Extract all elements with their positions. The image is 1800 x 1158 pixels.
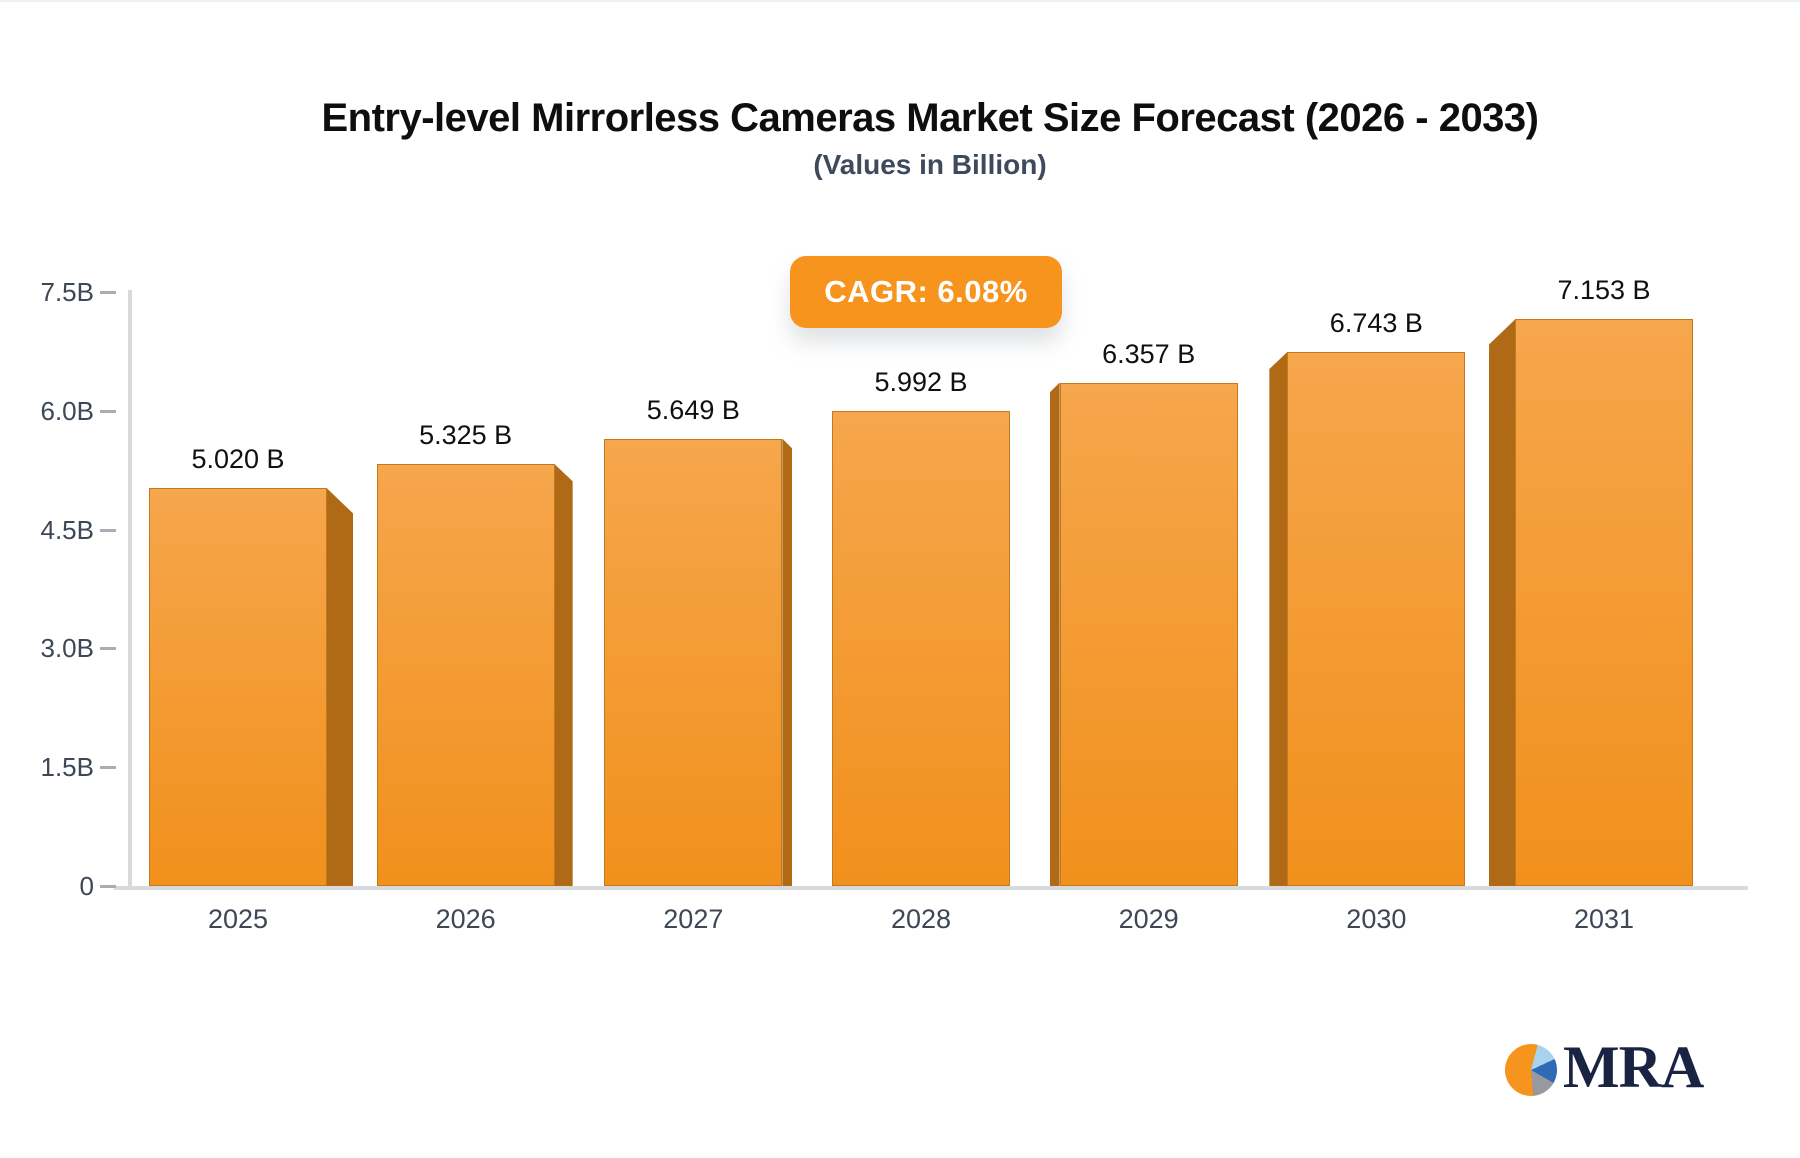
y-tick-mark: [100, 409, 116, 413]
bar: [1515, 319, 1694, 886]
x-axis-label: 2030: [1346, 904, 1407, 934]
chart-subtitle: (Values in Billion): [813, 149, 1047, 180]
bar: [832, 411, 1010, 886]
y-tick-label: 1.5B: [40, 752, 95, 783]
x-axis-label: 2027: [663, 904, 724, 934]
bar-value-label: 7.153 B: [1557, 275, 1651, 306]
logo-text: MRA: [1563, 1034, 1704, 1100]
bar: [149, 488, 327, 886]
bar-side-face: [1049, 382, 1060, 886]
bar-value-label: 5.020 B: [191, 444, 285, 475]
pie-chart-icon: [1505, 1044, 1557, 1096]
x-axis-line: [114, 886, 1748, 890]
bar-value-label: 5.325 B: [419, 420, 513, 451]
x-axis-label: 2031: [1573, 904, 1635, 934]
bar: [1287, 351, 1466, 886]
bar-side-face: [327, 488, 353, 886]
y-tick-mark: [100, 885, 116, 888]
bar-side-face: [1489, 319, 1516, 886]
y-tick-label: 0: [79, 871, 94, 901]
bar-value-label: 5.992 B: [874, 367, 968, 398]
x-axis-label: 2025: [207, 904, 269, 934]
chart-title: Entry-level Mirrorless Cameras Market Si…: [321, 96, 1539, 140]
bar-side-face: [1269, 351, 1288, 886]
bar: [1059, 382, 1238, 886]
y-tick-label: 4.5B: [40, 514, 95, 545]
bar: [604, 438, 783, 886]
bar: [376, 464, 555, 886]
y-tick-mark: [100, 766, 116, 770]
x-axis-label: 2028: [890, 904, 952, 934]
cagr-badge: CAGR: 6.08%: [790, 256, 1062, 328]
y-tick-mark: [100, 647, 116, 651]
y-tick-label: 6.0B: [40, 395, 95, 426]
y-tick-mark: [100, 528, 116, 532]
y-tick-mark: [100, 291, 116, 294]
bar-side-face: [554, 464, 573, 886]
x-axis-label: 2026: [435, 904, 496, 934]
bar-value-label: 5.649 B: [646, 394, 740, 425]
y-tick-label: 3.0B: [40, 633, 95, 664]
bar-side-face: [782, 438, 793, 886]
x-axis-label: 2029: [1118, 904, 1179, 934]
y-tick-label: 7.5B: [40, 277, 95, 307]
bar-value-label: 6.357 B: [1102, 338, 1196, 369]
bar-value-label: 6.743 B: [1329, 307, 1423, 338]
brand-logo: MRA: [1505, 1034, 1704, 1100]
y-axis-line: [128, 290, 132, 890]
